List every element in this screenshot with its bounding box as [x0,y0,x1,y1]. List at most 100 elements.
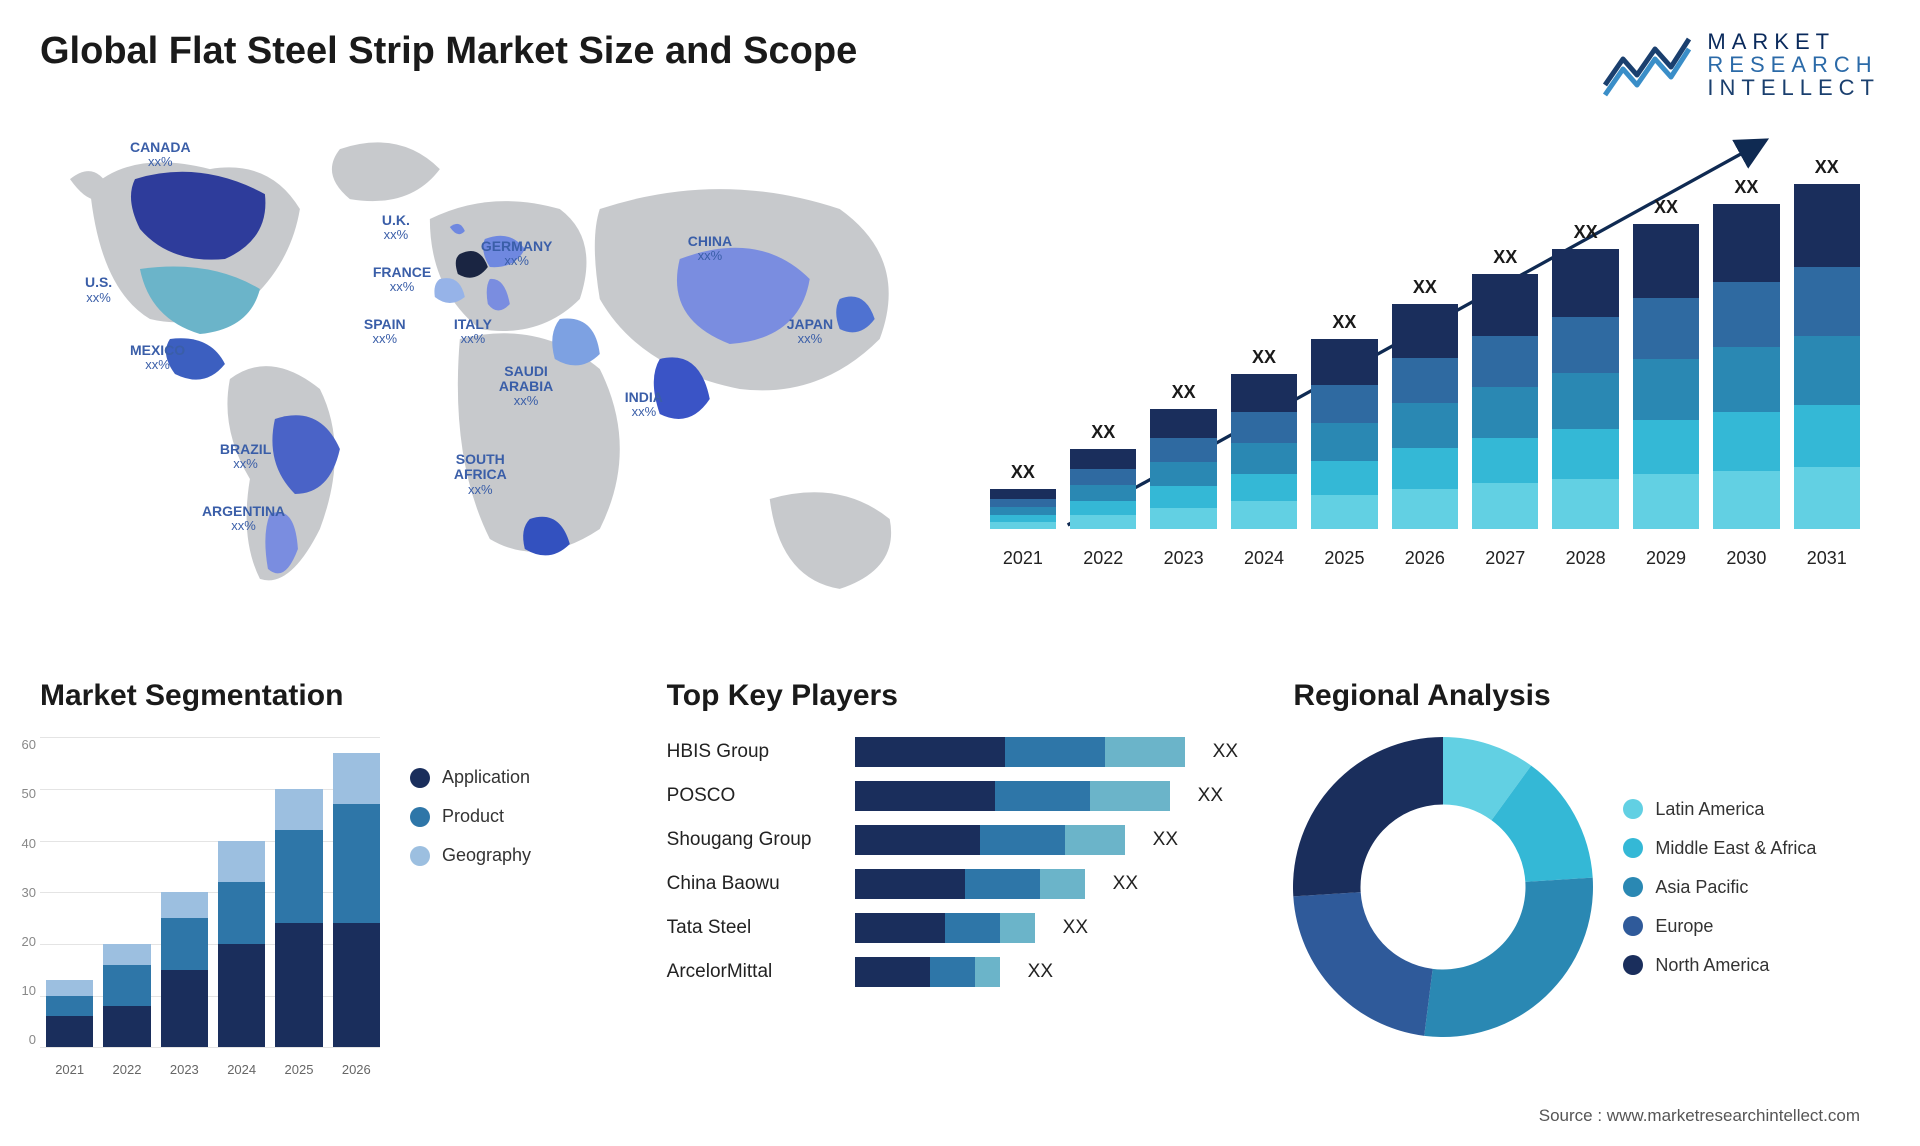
growth-xlabel: 2024 [1231,548,1297,569]
map-label: U.K.xx% [382,213,410,243]
growth-xlabel: 2030 [1713,548,1779,569]
map-label: SOUTHAFRICAxx% [454,452,507,497]
growth-bar-toplabel: XX [1493,247,1517,268]
key-player-row: ArcelorMittal XX [667,957,1254,987]
growth-bar: XX [1231,347,1297,529]
segmentation-legend: Application Product Geography [410,767,531,866]
segmentation-panel: Market Segmentation 6050403020100 202120… [40,679,627,1119]
legend-item: Application [410,767,531,788]
legend-label: Latin America [1655,799,1764,820]
map-label: CANADAxx% [130,140,191,170]
segmentation-xlabel: 2023 [161,1062,208,1077]
key-player-row: POSCOXX [667,781,1254,811]
growth-xlabel: 2022 [1070,548,1136,569]
key-player-name: China Baowu [667,873,837,895]
segmentation-xlabel: 2022 [103,1062,150,1077]
growth-bar-toplabel: XX [1252,347,1276,368]
key-player-value: XX [1213,741,1238,763]
logo-text-3: INTELLECT [1707,76,1880,99]
growth-bar-toplabel: XX [1413,277,1437,298]
map-label: FRANCExx% [373,265,431,295]
growth-xlabel: 2028 [1552,548,1618,569]
segmentation-xlabel: 2026 [333,1062,380,1077]
legend-item: North America [1623,955,1816,976]
legend-dot-icon [1623,877,1643,897]
map-label: SAUDIARABIAxx% [499,364,553,409]
legend-dot-icon [410,768,430,788]
key-player-name: Tata Steel [667,917,837,939]
key-player-row: Tata Steel XX [667,913,1254,943]
key-player-value: XX [1113,873,1138,895]
map-label: CHINAxx% [688,234,732,264]
map-label: ARGENTINAxx% [202,504,285,534]
logo-text-2: RESEARCH [1707,53,1880,76]
segmentation-xlabel: 2024 [218,1062,265,1077]
growth-bar: XX [1633,197,1699,529]
key-player-bar [855,737,1185,767]
legend-label: Europe [1655,916,1713,937]
key-player-name: HBIS Group [667,741,837,763]
growth-bar-toplabel: XX [1332,312,1356,333]
growth-bar: XX [1150,382,1216,529]
map-label: GERMANYxx% [481,239,553,269]
key-player-bar [855,913,1035,943]
key-player-bar [855,825,1125,855]
growth-bar: XX [1070,422,1136,529]
growth-xlabel: 2025 [1311,548,1377,569]
growth-xlabel: 2026 [1392,548,1458,569]
growth-bar-toplabel: XX [1734,177,1758,198]
logo-mark-icon [1603,33,1693,97]
source-credit: Source : www.marketresearchintellect.com [1539,1106,1860,1126]
legend-item: Asia Pacific [1623,877,1816,898]
growth-bar: XX [1552,222,1618,529]
map-label: JAPANxx% [787,317,833,347]
growth-bar: XX [990,462,1056,529]
key-player-bar [855,957,1000,987]
world-map: CANADAxx%U.S.xx%MEXICOxx%BRAZILxx%ARGENT… [40,119,940,639]
key-players-chart: HBIS GroupXXPOSCOXXShougang GroupXXChina… [667,737,1254,987]
regional-donut-chart [1293,737,1593,1037]
regional-panel: Regional Analysis Latin AmericaMiddle Ea… [1293,679,1880,1119]
growth-bar-toplabel: XX [1574,222,1598,243]
growth-xlabel: 2023 [1150,548,1216,569]
legend-label: Geography [442,845,531,866]
growth-bar-toplabel: XX [1172,382,1196,403]
segmentation-heading: Market Segmentation [40,679,627,713]
map-label: MEXICOxx% [130,343,185,373]
segmentation-bar [161,892,208,1047]
key-player-row: HBIS Group XX [667,737,1254,767]
legend-item: Europe [1623,916,1816,937]
growth-bar-toplabel: XX [1011,462,1035,483]
growth-bar: XX [1794,157,1860,529]
legend-label: Middle East & Africa [1655,838,1816,859]
growth-xlabel: 2029 [1633,548,1699,569]
key-player-value: XX [1153,829,1178,851]
map-label: ITALYxx% [454,317,492,347]
legend-item: Geography [410,845,531,866]
growth-bar-toplabel: XX [1091,422,1115,443]
donut-slice [1294,892,1433,1036]
legend-item: Middle East & Africa [1623,838,1816,859]
legend-dot-icon [1623,838,1643,858]
page-title: Global Flat Steel Strip Market Size and … [40,30,857,73]
segmentation-bar [333,753,380,1047]
key-player-value: XX [1063,917,1088,939]
segmentation-bar [218,841,265,1048]
segmentation-xlabel: 2025 [275,1062,322,1077]
donut-slice [1293,737,1443,896]
growth-xlabel: 2031 [1794,548,1860,569]
key-player-row: China Baowu XX [667,869,1254,899]
segmentation-xlabel: 2021 [46,1062,93,1077]
segmentation-bar [103,944,150,1047]
legend-dot-icon [1623,916,1643,936]
key-player-value: XX [1028,961,1053,983]
legend-item: Product [410,806,531,827]
legend-dot-icon [1623,799,1643,819]
key-player-bar [855,869,1085,899]
key-player-name: ArcelorMittal [667,961,837,983]
legend-label: Asia Pacific [1655,877,1748,898]
growth-xlabel: 2027 [1472,548,1538,569]
growth-bar-toplabel: XX [1815,157,1839,178]
key-player-name: Shougang Group [667,829,837,851]
growth-xlabel: 2021 [990,548,1056,569]
